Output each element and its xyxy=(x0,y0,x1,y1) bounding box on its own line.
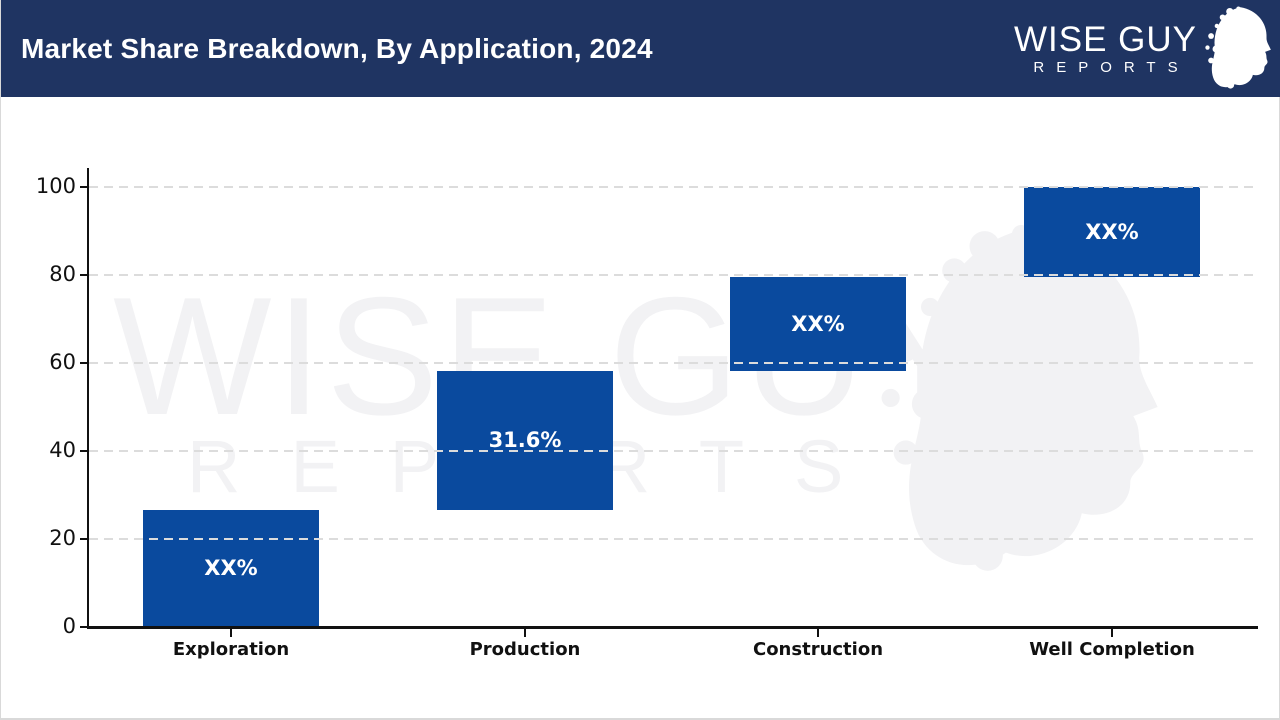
bar-value-label: XX% xyxy=(791,312,845,337)
y-tick-label: 0 xyxy=(62,614,76,638)
y-tick-label: 100 xyxy=(35,174,76,198)
gridline-100 xyxy=(89,186,1257,188)
x-axis-label-1: Production xyxy=(469,639,581,660)
logo-text: WISE GUY REPORTS xyxy=(1014,22,1197,75)
x-tick xyxy=(817,629,819,637)
y-tick xyxy=(80,274,89,276)
bar-segment-construction: XX% xyxy=(730,277,906,371)
y-tick-label: 20 xyxy=(49,526,76,550)
bar-value-label: 31.6% xyxy=(488,428,562,453)
y-tick xyxy=(80,186,89,188)
y-tick xyxy=(80,362,89,364)
chart-title: Market Share Breakdown, By Application, … xyxy=(21,32,653,64)
wiseguy-logo: WISE GUY REPORTS xyxy=(1014,0,1273,97)
bar-segment-production: 31.6% xyxy=(437,370,613,510)
bar-value-label: XX% xyxy=(1085,220,1139,245)
y-tick-label: 80 xyxy=(49,262,76,286)
y-axis-spine xyxy=(87,168,89,629)
gridline-80 xyxy=(89,274,1257,276)
x-axis-spine xyxy=(87,626,1258,629)
gridline-60 xyxy=(89,362,1257,364)
x-axis-label-2: Construction xyxy=(752,639,884,660)
y-tick xyxy=(80,626,89,628)
x-axis-label-0: Exploration xyxy=(172,639,290,660)
y-tick xyxy=(80,538,89,540)
bar-segment-well-completion: XX% xyxy=(1024,187,1200,278)
y-tick-label: 60 xyxy=(49,350,76,374)
y-tick xyxy=(80,450,89,452)
y-tick-label: 40 xyxy=(49,438,76,462)
gridline-20 xyxy=(89,538,1257,540)
x-tick xyxy=(524,629,526,637)
header-bar: Market Share Breakdown, By Application, … xyxy=(1,0,1280,97)
logo-brand-text: WISE GUY xyxy=(1013,20,1197,59)
bar-value-label: XX% xyxy=(204,556,258,581)
x-tick xyxy=(230,629,232,637)
logo-reports-text: REPORTS xyxy=(1033,59,1190,76)
bar-segment-exploration: XX% xyxy=(143,509,319,627)
gridline-40 xyxy=(89,450,1257,452)
x-tick xyxy=(1111,629,1113,637)
x-axis-label-3: Well Completion xyxy=(1029,639,1195,660)
